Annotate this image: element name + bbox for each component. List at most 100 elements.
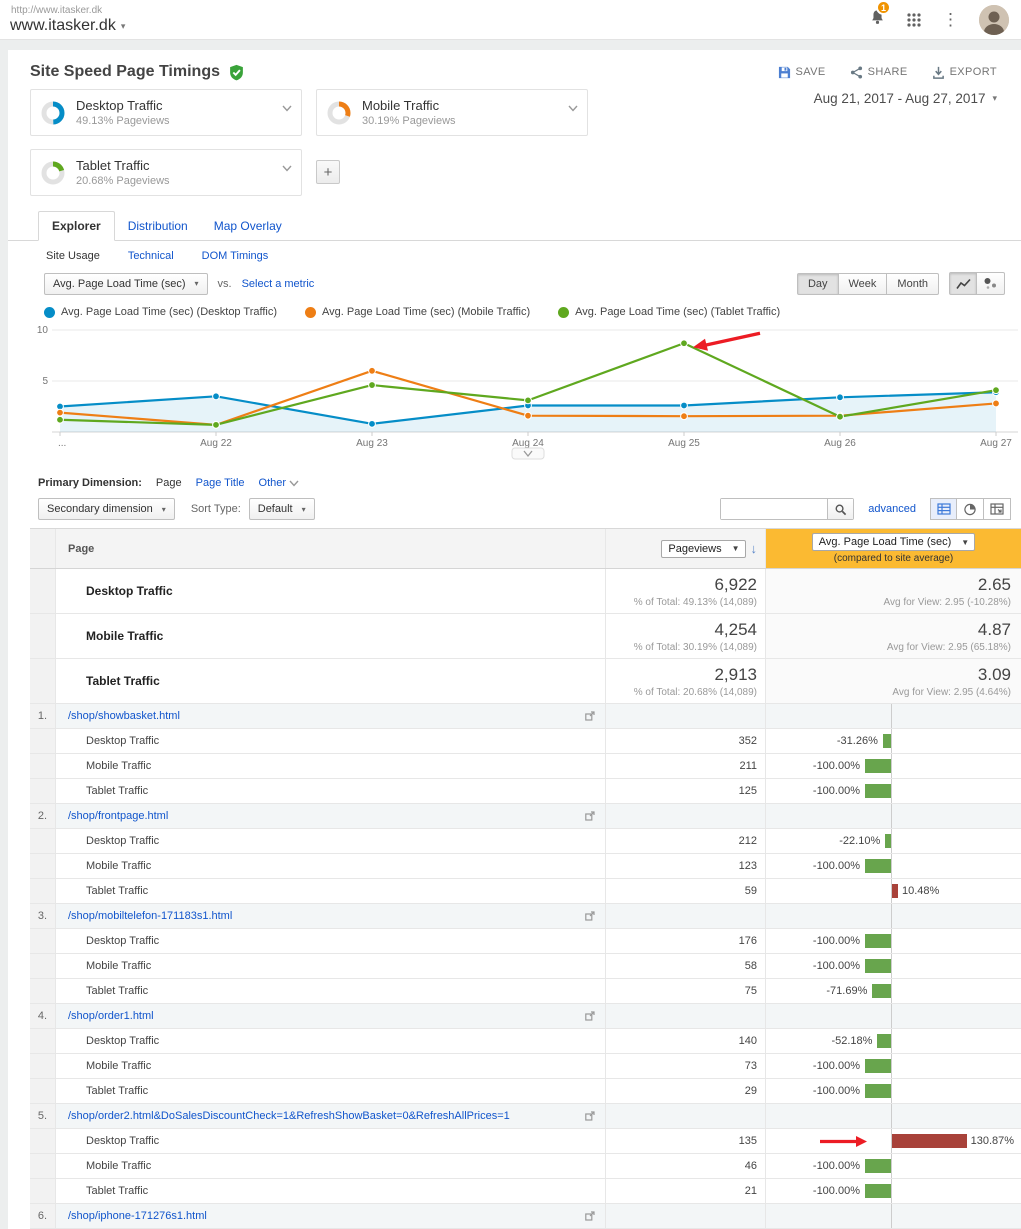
- comparison-axis-line: [891, 979, 892, 1003]
- comparison-percent-label: -100.00%: [812, 785, 860, 797]
- search-input[interactable]: [721, 499, 828, 519]
- account-selector[interactable]: www.itasker.dk ▾: [10, 17, 125, 35]
- granularity-week-button[interactable]: Week: [838, 272, 888, 295]
- segment-card[interactable]: Desktop Traffic 49.13% Pageviews: [30, 89, 302, 136]
- open-in-new-icon[interactable]: [585, 811, 595, 824]
- sort-descending-icon[interactable]: ↓: [750, 541, 758, 556]
- segment-donut-icon: [41, 161, 65, 184]
- row-number-cell: [30, 1079, 56, 1103]
- notification-badge: 1: [876, 0, 891, 15]
- motion-chart-icon: [984, 278, 996, 289]
- metric-total: 4.87: [977, 619, 1011, 639]
- segment-row: Tablet Traffic 29 -100.00%: [30, 1079, 1021, 1104]
- page-row: 5. /shop/order2.html&DoSalesDiscountCheck…: [30, 1104, 1021, 1129]
- pageviews-metric-select[interactable]: Pageviews ▼: [661, 539, 746, 558]
- subtab-site-usage[interactable]: Site Usage: [46, 250, 100, 262]
- percentage-view-button[interactable]: [957, 498, 984, 520]
- open-in-new-icon[interactable]: [585, 1211, 595, 1224]
- segment-card[interactable]: Mobile Traffic 30.19% Pageviews: [316, 89, 588, 136]
- search-button[interactable]: [827, 499, 854, 519]
- page-link[interactable]: /shop/order1.html: [68, 1010, 154, 1022]
- comparison-cell: -100.00%: [765, 779, 1021, 803]
- open-in-new-icon[interactable]: [585, 911, 595, 924]
- dimension-other[interactable]: Other: [259, 477, 300, 489]
- date-range-picker[interactable]: Aug 21, 2017 - Aug 27, 2017 ▾: [814, 91, 997, 106]
- dimension-page[interactable]: Page: [156, 477, 182, 489]
- primary-dimension-label: Primary Dimension:: [38, 477, 142, 489]
- timeseries-chart: 5 10... Aug 22 Aug 23 Aug 24 Aug 25 Aug 26 Aug …: [8, 318, 1021, 467]
- chart-type-toggle: [949, 272, 1005, 295]
- notifications-button[interactable]: 1: [869, 0, 891, 31]
- comparison-axis-line: [891, 829, 892, 853]
- dimension-label: Page: [155, 477, 182, 489]
- segment-expand-control[interactable]: [568, 99, 578, 117]
- segment-label-cell: Tablet Traffic: [86, 885, 149, 897]
- page-link[interactable]: /shop/showbasket.html: [68, 710, 180, 722]
- granularity-month-button[interactable]: Month: [887, 272, 939, 295]
- overflow-menu-icon[interactable]: ⋮: [942, 10, 959, 29]
- table-search: [720, 498, 855, 520]
- row-number-cell: [30, 979, 56, 1003]
- segment-text: Desktop Traffic 49.13% Pageviews: [76, 98, 170, 127]
- comparison-axis-line: [891, 1104, 892, 1128]
- tab-distribution[interactable]: Distribution: [127, 219, 188, 233]
- open-in-new-icon[interactable]: [585, 711, 595, 724]
- page-link[interactable]: /shop/mobiltelefon-171183s1.html: [68, 910, 233, 922]
- dimension-page-title[interactable]: Page Title: [196, 477, 245, 489]
- segment-label-cell: Desktop Traffic: [86, 1135, 160, 1147]
- page-link[interactable]: /shop/frontpage.html: [68, 810, 169, 822]
- open-in-new-icon[interactable]: [585, 1011, 595, 1024]
- pageviews-cell: 211: [605, 754, 765, 778]
- save-button[interactable]: SAVE: [778, 66, 826, 79]
- export-button[interactable]: EXPORT: [932, 66, 997, 79]
- row-number-cell: [30, 929, 56, 953]
- tab-map-overlay[interactable]: Map Overlay: [213, 219, 282, 233]
- pageviews-cell: [605, 804, 765, 828]
- comparison-axis-line: [891, 954, 892, 978]
- tab-explorer[interactable]: Explorer: [38, 211, 115, 241]
- page-link[interactable]: /shop/iphone-171276s1.html: [68, 1210, 207, 1222]
- metric-dropdown[interactable]: Avg. Page Load Time (sec) ▾: [44, 272, 208, 295]
- comparison-percent-label: 10.48%: [901, 885, 940, 897]
- svg-text:10: 10: [37, 325, 49, 336]
- line-chart-icon: [955, 278, 971, 289]
- metric-total: 2.65: [977, 574, 1011, 594]
- page-cell: /shop/mobiltelefon-171183s1.html: [56, 904, 605, 928]
- data-view-button[interactable]: [930, 498, 957, 520]
- pageviews-select-label: Pageviews: [668, 542, 722, 555]
- secondary-dimension-dropdown[interactable]: Secondary dimension ▾: [38, 498, 175, 520]
- open-in-new-icon[interactable]: [585, 1111, 595, 1124]
- line-chart-button[interactable]: [949, 272, 977, 295]
- comparison-cell: -31.26%: [765, 729, 1021, 753]
- add-segment-button[interactable]: +: [316, 160, 340, 184]
- svg-text:Aug 26: Aug 26: [824, 438, 856, 449]
- segments-area: Aug 21, 2017 - Aug 27, 2017 ▾ Desktop Tr…: [8, 87, 1021, 209]
- comparison-metric-select[interactable]: Avg. Page Load Time (sec) ▼: [811, 533, 976, 551]
- svg-text:Aug 25: Aug 25: [668, 438, 700, 449]
- motion-chart-button[interactable]: [977, 272, 1005, 295]
- avatar[interactable]: [979, 4, 1009, 35]
- subtab-technical[interactable]: Technical: [127, 250, 174, 262]
- segment-row: Mobile Traffic 211 -100.00%: [30, 754, 1021, 779]
- segment-expand-control[interactable]: [282, 159, 292, 177]
- select-metric-link[interactable]: Select a metric: [241, 277, 315, 290]
- negative-bar: [865, 959, 891, 973]
- segment-row: Mobile Traffic 46 -100.00%: [30, 1154, 1021, 1179]
- row-number-cell: 3.: [30, 904, 56, 928]
- segment-card[interactable]: Tablet Traffic 20.68% Pageviews: [30, 149, 302, 196]
- metric-cell: [765, 1204, 1021, 1228]
- comparison-percent-label: -52.18%: [831, 1035, 873, 1047]
- apps-grid-icon[interactable]: [906, 12, 922, 28]
- verified-shield-icon: [230, 64, 243, 80]
- subtab-dom-timings[interactable]: DOM Timings: [201, 250, 269, 262]
- granularity-day-button[interactable]: Day: [796, 272, 839, 295]
- advanced-search-link[interactable]: advanced: [868, 503, 916, 515]
- pivot-view-button[interactable]: [984, 498, 1011, 520]
- share-button[interactable]: SHARE: [850, 65, 908, 79]
- segment-expand-control[interactable]: [282, 99, 292, 117]
- report-table: Page Pageviews ▼ ↓ Avg. Page Load Time (…: [30, 528, 1021, 1229]
- export-icon: [932, 66, 944, 79]
- row-number-cell: 1.: [30, 704, 56, 728]
- sort-type-dropdown[interactable]: Default ▾: [248, 498, 315, 520]
- page-link[interactable]: /shop/order2.html&DoSalesDiscountCheck=1…: [68, 1110, 510, 1122]
